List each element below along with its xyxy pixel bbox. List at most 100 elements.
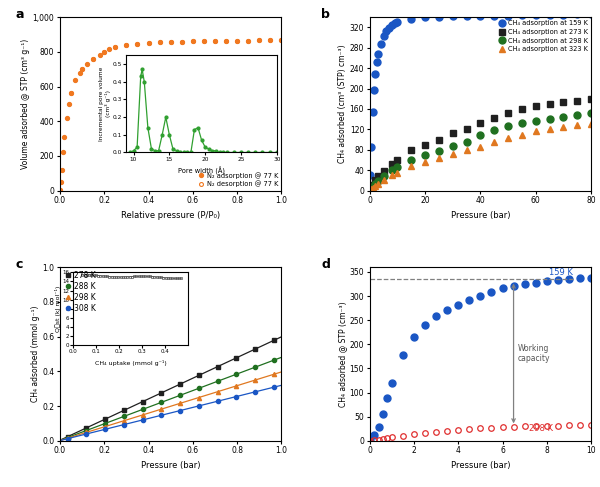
- X-axis label: Pressure (bar): Pressure (bar): [451, 461, 510, 470]
- 278 K: [176, 381, 184, 387]
- CH₄ adsorption at 323 K: [407, 163, 415, 169]
- N₂ desorption @ 77 K: [145, 40, 152, 46]
- N₂ adsorption @ 77 K: [65, 101, 73, 107]
- CH₄ adsorption at 323 K: [369, 185, 376, 191]
- 308 K: [64, 436, 71, 442]
- CH₄ adsorption at 273 K: [367, 187, 374, 193]
- 278 K: [195, 373, 202, 378]
- 308 K: [270, 384, 277, 390]
- CH₄ adsorption at 298 K: [532, 118, 539, 124]
- 288 K: [83, 428, 90, 433]
- Y-axis label: CH₄ adsorbed @ STP (cm⁻³): CH₄ adsorbed @ STP (cm⁻³): [338, 301, 347, 407]
- N₂ desorption @ 77 K: [89, 56, 97, 62]
- CH₄ adsorption at 273 K: [505, 110, 512, 116]
- 308 K: [251, 389, 259, 395]
- CH₄ adsorption at 273 K: [449, 131, 457, 136]
- CH₄ adsorption at 323 K: [532, 129, 539, 134]
- N₂ adsorption @ 77 K: [178, 39, 185, 45]
- CH₄ adsorption at 273 K: [369, 182, 376, 187]
- N₂ adsorption @ 77 K: [211, 38, 218, 44]
- CH₄ adsorption at 273 K: [518, 106, 526, 112]
- CH₄ adsorption at 159 K: [367, 172, 374, 178]
- CH₄ adsorption at 323 K: [374, 181, 382, 187]
- CH₄ adsorption at 159 K: [394, 19, 401, 25]
- Line: 278 K: 278 K: [65, 338, 276, 439]
- N₂ adsorption @ 77 K: [156, 39, 163, 45]
- 278 K: [120, 408, 127, 413]
- CH₄ adsorption at 159 K: [477, 13, 484, 19]
- CH₄ adsorption at 298 K: [491, 128, 498, 133]
- N₂ adsorption @ 77 K: [83, 61, 90, 67]
- Legend: 278 K, 288 K, 298 K, 308 K: 278 K, 288 K, 298 K, 308 K: [64, 271, 95, 313]
- CH₄ adsorption at 323 K: [587, 121, 595, 127]
- CH₄ adsorption at 273 K: [367, 187, 374, 192]
- CH₄ adsorption at 273 K: [532, 104, 539, 110]
- Line: CH₄ adsorption at 298 K: CH₄ adsorption at 298 K: [367, 110, 595, 194]
- X-axis label: Pressure (bar): Pressure (bar): [451, 211, 510, 220]
- CH₄ adsorption at 273 K: [491, 115, 498, 121]
- 308 K: [139, 417, 146, 423]
- CH₄ adsorption at 159 K: [532, 12, 539, 18]
- CH₄ adsorption at 298 K: [388, 168, 395, 173]
- N₂ adsorption @ 77 K: [134, 41, 141, 47]
- N₂ adsorption @ 77 K: [112, 44, 119, 50]
- CH₄ adsorption at 159 K: [407, 16, 415, 21]
- CH₄ adsorption at 273 K: [394, 157, 401, 163]
- N₂ adsorption @ 77 K: [200, 38, 208, 44]
- CH₄ adsorption at 159 K: [383, 28, 390, 34]
- N₂ desorption @ 77 K: [101, 49, 108, 55]
- Y-axis label: CH₄ adsorbed (mmol g⁻¹): CH₄ adsorbed (mmol g⁻¹): [31, 306, 40, 402]
- CH₄ adsorption at 273 K: [463, 127, 470, 132]
- Legend: N₂ adsorption @ 77 K, N₂ desorption @ 77 K: N₂ adsorption @ 77 K, N₂ desorption @ 77…: [198, 172, 278, 187]
- 288 K: [120, 413, 127, 419]
- N₂ adsorption @ 77 K: [167, 39, 174, 45]
- N₂ adsorption @ 77 K: [101, 49, 108, 55]
- CH₄ adsorption at 273 K: [407, 147, 415, 153]
- N₂ adsorption @ 77 K: [256, 37, 263, 43]
- CH₄ adsorption at 323 K: [368, 186, 375, 192]
- N₂ desorption @ 77 K: [79, 66, 86, 72]
- CH₄ adsorption at 159 K: [449, 13, 457, 19]
- CH₄ adsorption at 159 K: [518, 12, 526, 18]
- CH₄ adsorption at 159 K: [366, 186, 373, 192]
- CH₄ adsorption at 273 K: [380, 169, 387, 174]
- CH₄ adsorption at 298 K: [369, 184, 376, 189]
- 278 K: [83, 425, 90, 431]
- CH₄ adsorption at 159 K: [574, 12, 581, 18]
- N₂ desorption @ 77 K: [134, 41, 141, 47]
- Y-axis label: Volume adsorbed @ STP (cm³ g⁻¹): Volume adsorbed @ STP (cm³ g⁻¹): [21, 39, 30, 169]
- CH₄ adsorption at 298 K: [587, 110, 595, 116]
- CH₄ adsorption at 298 K: [449, 143, 457, 149]
- 308 K: [176, 408, 184, 413]
- CH₄ adsorption at 298 K: [574, 112, 581, 118]
- CH₄ adsorption at 298 K: [394, 164, 401, 170]
- CH₄ adsorption at 159 K: [377, 41, 385, 47]
- N₂ desorption @ 77 K: [112, 44, 119, 50]
- 298 K: [251, 377, 259, 383]
- CH₄ adsorption at 323 K: [367, 187, 374, 193]
- 308 K: [120, 422, 127, 428]
- Y-axis label: CH₄ adsorbed (cm³ (STP) cm⁻³): CH₄ adsorbed (cm³ (STP) cm⁻³): [338, 44, 347, 163]
- 288 K: [233, 372, 240, 377]
- CH₄ adsorption at 159 K: [560, 12, 567, 18]
- CH₄ adsorption at 273 K: [421, 142, 428, 148]
- CH₄ adsorption at 323 K: [546, 126, 553, 132]
- 288 K: [139, 407, 146, 412]
- CH₄ adsorption at 159 K: [587, 12, 595, 18]
- N₂ desorption @ 77 K: [178, 39, 185, 45]
- CH₄ adsorption at 159 K: [369, 109, 376, 114]
- N₂ desorption @ 77 K: [56, 187, 64, 193]
- N₂ adsorption @ 77 K: [145, 40, 152, 46]
- CH₄ adsorption at 273 K: [366, 187, 373, 193]
- CH₄ adsorption at 323 K: [421, 159, 428, 165]
- N₂ adsorption @ 77 K: [67, 91, 74, 96]
- CH₄ adsorption at 298 K: [371, 181, 379, 187]
- Line: CH₄ adsorption at 323 K: CH₄ adsorption at 323 K: [367, 121, 595, 194]
- 288 K: [176, 393, 184, 398]
- N₂ adsorption @ 77 K: [278, 37, 285, 43]
- 298 K: [83, 430, 90, 435]
- CH₄ adsorption at 323 K: [367, 187, 374, 193]
- 298 K: [270, 372, 277, 377]
- CH₄ adsorption at 298 K: [368, 186, 375, 191]
- 288 K: [195, 385, 202, 391]
